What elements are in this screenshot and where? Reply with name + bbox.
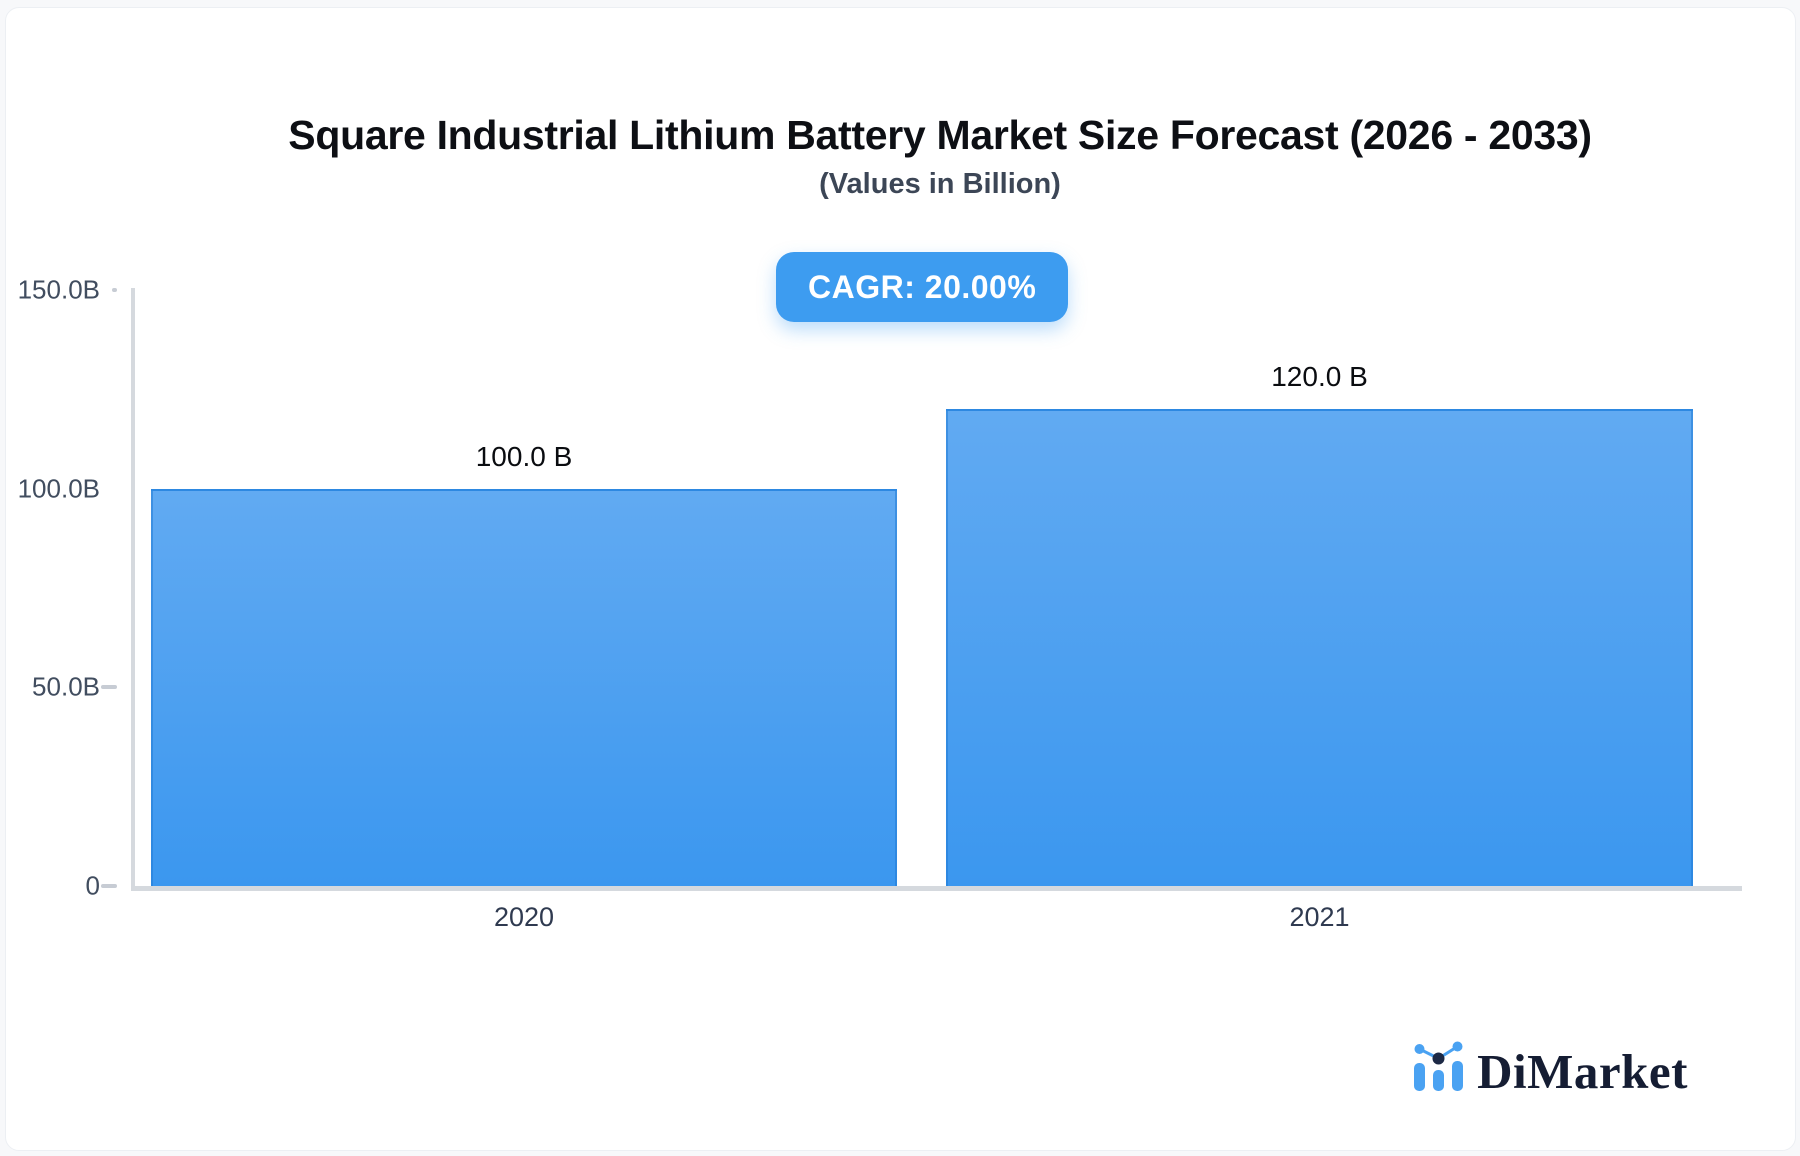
cagr-badge: CAGR: 20.00%	[776, 252, 1069, 322]
y-axis-tick-mark	[112, 288, 117, 292]
cagr-badge-label: CAGR: 20.00%	[808, 268, 1037, 305]
y-axis-tick-label: 50.0B	[32, 671, 100, 702]
y-axis-tick-mark	[101, 884, 117, 888]
bar-chart-with-trendline-icon	[1414, 1041, 1464, 1091]
chart-title: Square Industrial Lithium Battery Market…	[288, 112, 1592, 158]
bar-value-label: 120.0 B	[1271, 361, 1368, 393]
bar-2021[interactable]	[946, 409, 1693, 886]
x-axis-line	[131, 886, 1742, 891]
y-axis-tick-mark	[101, 685, 117, 690]
chart-subtitle: (Values in Billion)	[819, 168, 1061, 200]
x-axis-category-label: 2020	[493, 902, 555, 932]
y-axis-tick-label: 150.0B	[17, 274, 100, 305]
y-axis-tick-label: 0	[85, 870, 100, 901]
y-axis-tick-label: 100.0B	[17, 473, 100, 504]
x-axis-category-label: 2021	[1289, 902, 1350, 932]
bar-2020[interactable]	[151, 488, 897, 886]
brand-logo: DiMarket	[1411, 1036, 1688, 1096]
bar-value-label: 100.0 B	[475, 440, 573, 472]
y-axis-line	[131, 288, 135, 891]
brand-logo-text: DiMarket	[1477, 1044, 1688, 1099]
